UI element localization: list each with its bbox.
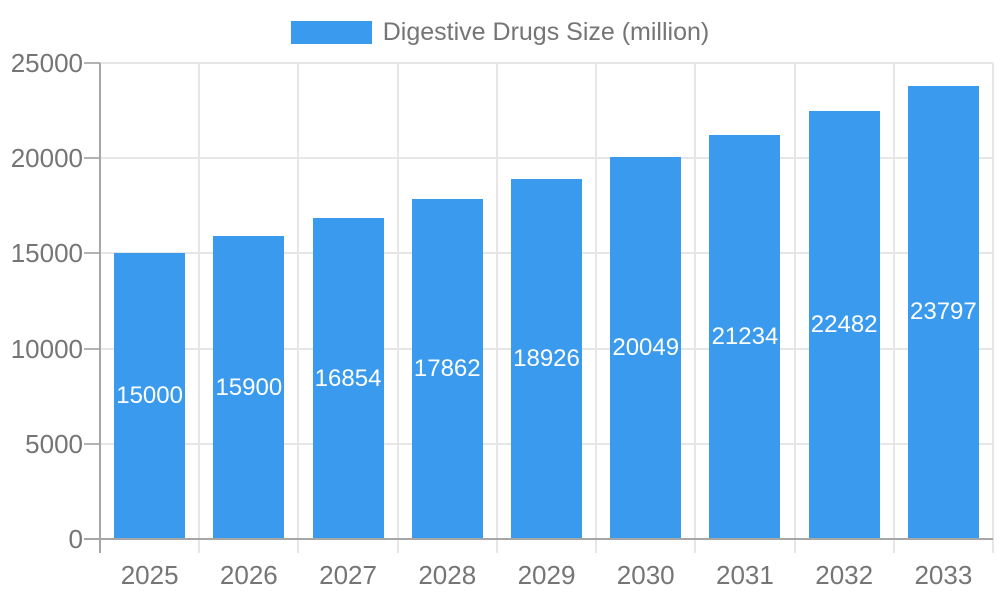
legend-swatch bbox=[290, 21, 372, 44]
gridline-vertical bbox=[892, 63, 895, 539]
bar-value-label: 20049 bbox=[612, 334, 680, 362]
gridline-vertical bbox=[396, 63, 399, 539]
y-axis-label: 0 bbox=[68, 524, 83, 554]
x-axis-tick bbox=[198, 539, 201, 553]
x-axis-label: 2033 bbox=[914, 560, 973, 590]
x-axis-tick bbox=[595, 539, 598, 553]
x-axis-tick bbox=[992, 539, 994, 553]
x-axis-label: 2026 bbox=[219, 560, 278, 590]
bar-value-label: 18926 bbox=[513, 344, 580, 372]
bar[interactable]: 22482 bbox=[808, 110, 880, 539]
bar[interactable]: 21234 bbox=[709, 134, 781, 539]
legend-label: Digestive Drugs Size (million) bbox=[382, 18, 710, 46]
y-axis-tick bbox=[84, 252, 100, 255]
x-axis-tick bbox=[694, 539, 697, 553]
gridline-vertical bbox=[198, 63, 201, 539]
gridline-vertical bbox=[595, 63, 598, 539]
x-axis-label: 2027 bbox=[319, 560, 377, 590]
gridline-horizontal bbox=[100, 62, 993, 64]
bar[interactable]: 15900 bbox=[213, 236, 285, 539]
gridline-vertical bbox=[297, 63, 300, 539]
bar-value-label: 22482 bbox=[810, 310, 878, 338]
gridline-vertical bbox=[992, 63, 994, 539]
x-axis-tick bbox=[495, 539, 498, 553]
x-axis-tick bbox=[892, 539, 895, 553]
gridline-vertical bbox=[694, 63, 697, 539]
x-axis-tick bbox=[396, 539, 399, 553]
y-axis-line bbox=[99, 63, 101, 553]
y-axis-label: 5000 bbox=[25, 428, 83, 459]
gridline-horizontal bbox=[100, 157, 993, 160]
y-axis-label: 10000 bbox=[10, 333, 83, 364]
legend: Digestive Drugs Size (million) bbox=[0, 20, 1000, 45]
bar[interactable]: 18926 bbox=[511, 178, 582, 539]
y-axis-label: 20000 bbox=[10, 143, 83, 174]
x-axis-label: 2030 bbox=[616, 560, 675, 590]
bar[interactable]: 17862 bbox=[411, 198, 483, 539]
x-axis-label: 2031 bbox=[716, 560, 774, 590]
y-axis-label: 25000 bbox=[10, 48, 83, 78]
bar-value-label: 21234 bbox=[711, 322, 779, 350]
bar-value-label: 15000 bbox=[116, 382, 183, 410]
x-axis-label: 2029 bbox=[517, 560, 576, 590]
x-axis-tick bbox=[793, 539, 796, 553]
bar-value-label: 17862 bbox=[413, 354, 481, 382]
x-axis-line bbox=[84, 538, 993, 540]
bar[interactable]: 20049 bbox=[610, 157, 682, 539]
y-axis-label: 15000 bbox=[10, 238, 83, 269]
y-axis-tick bbox=[84, 157, 100, 160]
bar-value-label: 23797 bbox=[910, 298, 977, 326]
gridline-vertical bbox=[793, 63, 796, 539]
x-axis-tick bbox=[297, 539, 300, 553]
y-axis-tick bbox=[84, 62, 100, 64]
bar-value-label: 15900 bbox=[215, 373, 283, 401]
bar-value-label: 16854 bbox=[314, 364, 382, 392]
y-axis-tick bbox=[84, 347, 100, 350]
y-axis-tick bbox=[84, 442, 100, 445]
x-axis-label: 2032 bbox=[815, 560, 874, 590]
gridline-vertical bbox=[495, 63, 498, 539]
x-axis-label: 2025 bbox=[120, 560, 179, 590]
bar[interactable]: 23797 bbox=[907, 85, 979, 539]
bar[interactable]: 15000 bbox=[114, 253, 186, 539]
bar[interactable]: 16854 bbox=[312, 218, 384, 539]
x-axis-label: 2028 bbox=[418, 560, 477, 590]
